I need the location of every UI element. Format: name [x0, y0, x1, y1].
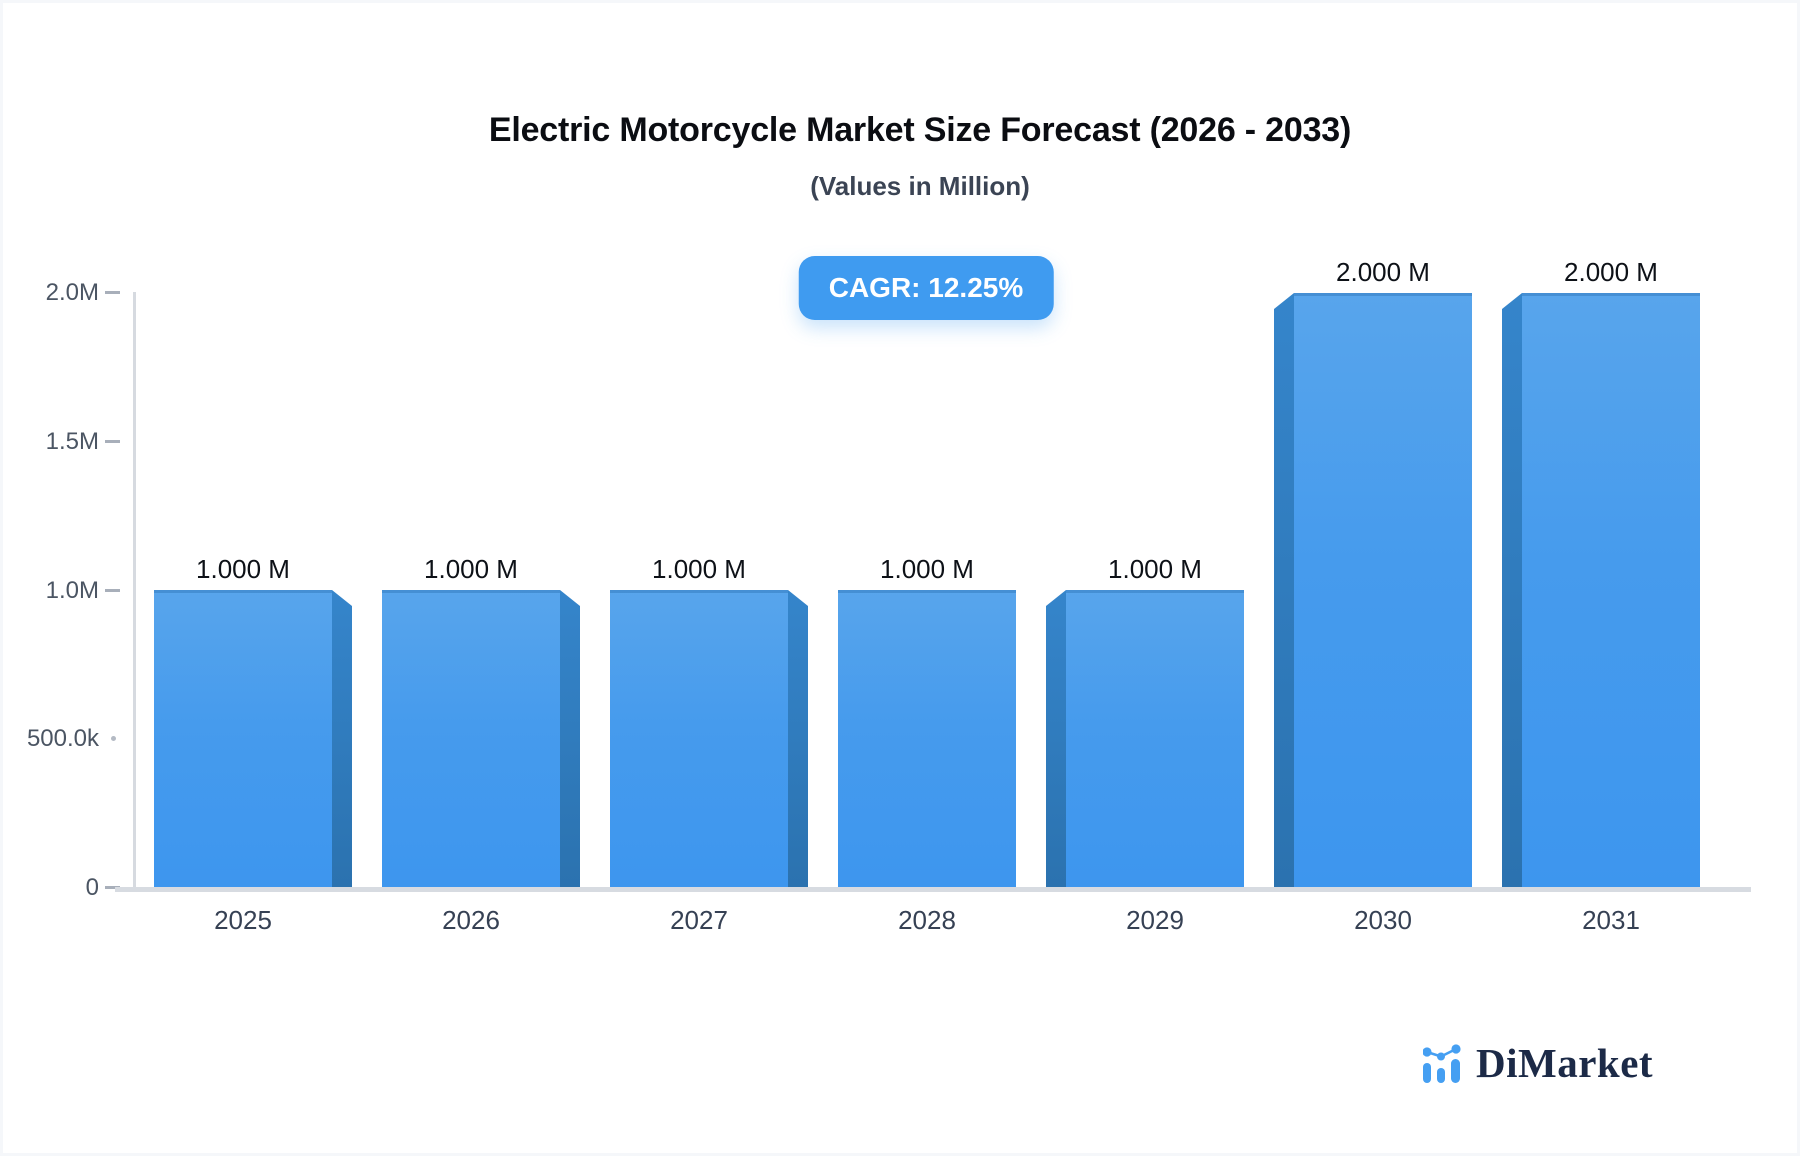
bar-side-right-2026 — [560, 590, 580, 888]
bar-side-right-2027 — [788, 590, 808, 888]
bar-2028 — [838, 590, 1016, 888]
bar-value-label-2026: 1.000 M — [424, 554, 518, 584]
bar-2026 — [382, 590, 560, 888]
bar-value-label-2027: 1.000 M — [652, 554, 746, 584]
y-tick-mark-1.5M — [105, 440, 120, 443]
bar-value-label-2029: 1.000 M — [1108, 554, 1202, 584]
brand-name: DiMarket — [1476, 1040, 1654, 1086]
x-tick-label-2026: 2026 — [442, 905, 500, 935]
brand-logo: DiMarket — [1423, 1039, 1653, 1087]
x-tick-label-2027: 2027 — [670, 905, 728, 935]
bar-side-left-2031 — [1502, 293, 1522, 888]
bar-2030 — [1294, 293, 1472, 888]
bar-2025 — [154, 590, 332, 888]
x-tick-label-2030: 2030 — [1354, 905, 1412, 935]
bar-side-right-2025 — [332, 590, 352, 888]
bar-value-label-2025: 1.000 M — [196, 554, 290, 584]
x-axis-line — [115, 887, 1751, 892]
x-tick-label-2031: 2031 — [1582, 905, 1640, 935]
y-tick-label-1.5M: 1.5M — [45, 428, 99, 455]
y-tick-label-500.0k: 500.0k — [26, 725, 99, 752]
mini-bar-line-chart-icon — [1423, 1043, 1461, 1083]
plot-area: 2.0M 1.5M 1.0M 500.0k 0 1.000 M 2025 1.000 M 202… — [3, 3, 1797, 1153]
bar-value-label-2030: 2.000 M — [1336, 257, 1430, 287]
y-tick-mark-0 — [105, 886, 120, 889]
y-axis-line — [133, 292, 136, 888]
bar-side-left-2030 — [1274, 293, 1294, 888]
y-tick-mark-2.0M — [105, 291, 120, 294]
y-tick-label-2.0M: 2.0M — [45, 279, 99, 306]
x-tick-label-2028: 2028 — [898, 905, 956, 935]
bar-value-label-2028: 1.000 M — [880, 554, 974, 584]
x-tick-label-2029: 2029 — [1126, 905, 1184, 935]
bar-value-label-2031: 2.000 M — [1564, 257, 1658, 287]
cagr-badge: CAGR: 12.25% — [798, 256, 1054, 320]
y-tick-label-1.0M: 1.0M — [45, 577, 99, 604]
y-tick-mark-500.0k — [111, 736, 116, 741]
chart-subtitle: (Values in Million) — [810, 171, 1030, 201]
chart-title: Electric Motorcycle Market Size Forecast… — [488, 111, 1352, 149]
bar-2029 — [1066, 590, 1244, 888]
bar-2027 — [610, 590, 788, 888]
x-tick-label-2025: 2025 — [214, 905, 272, 935]
y-tick-mark-1.0M — [105, 589, 120, 592]
bar-side-left-2029 — [1046, 590, 1066, 888]
y-tick-label-0: 0 — [85, 874, 99, 901]
bar-2031 — [1522, 293, 1700, 888]
